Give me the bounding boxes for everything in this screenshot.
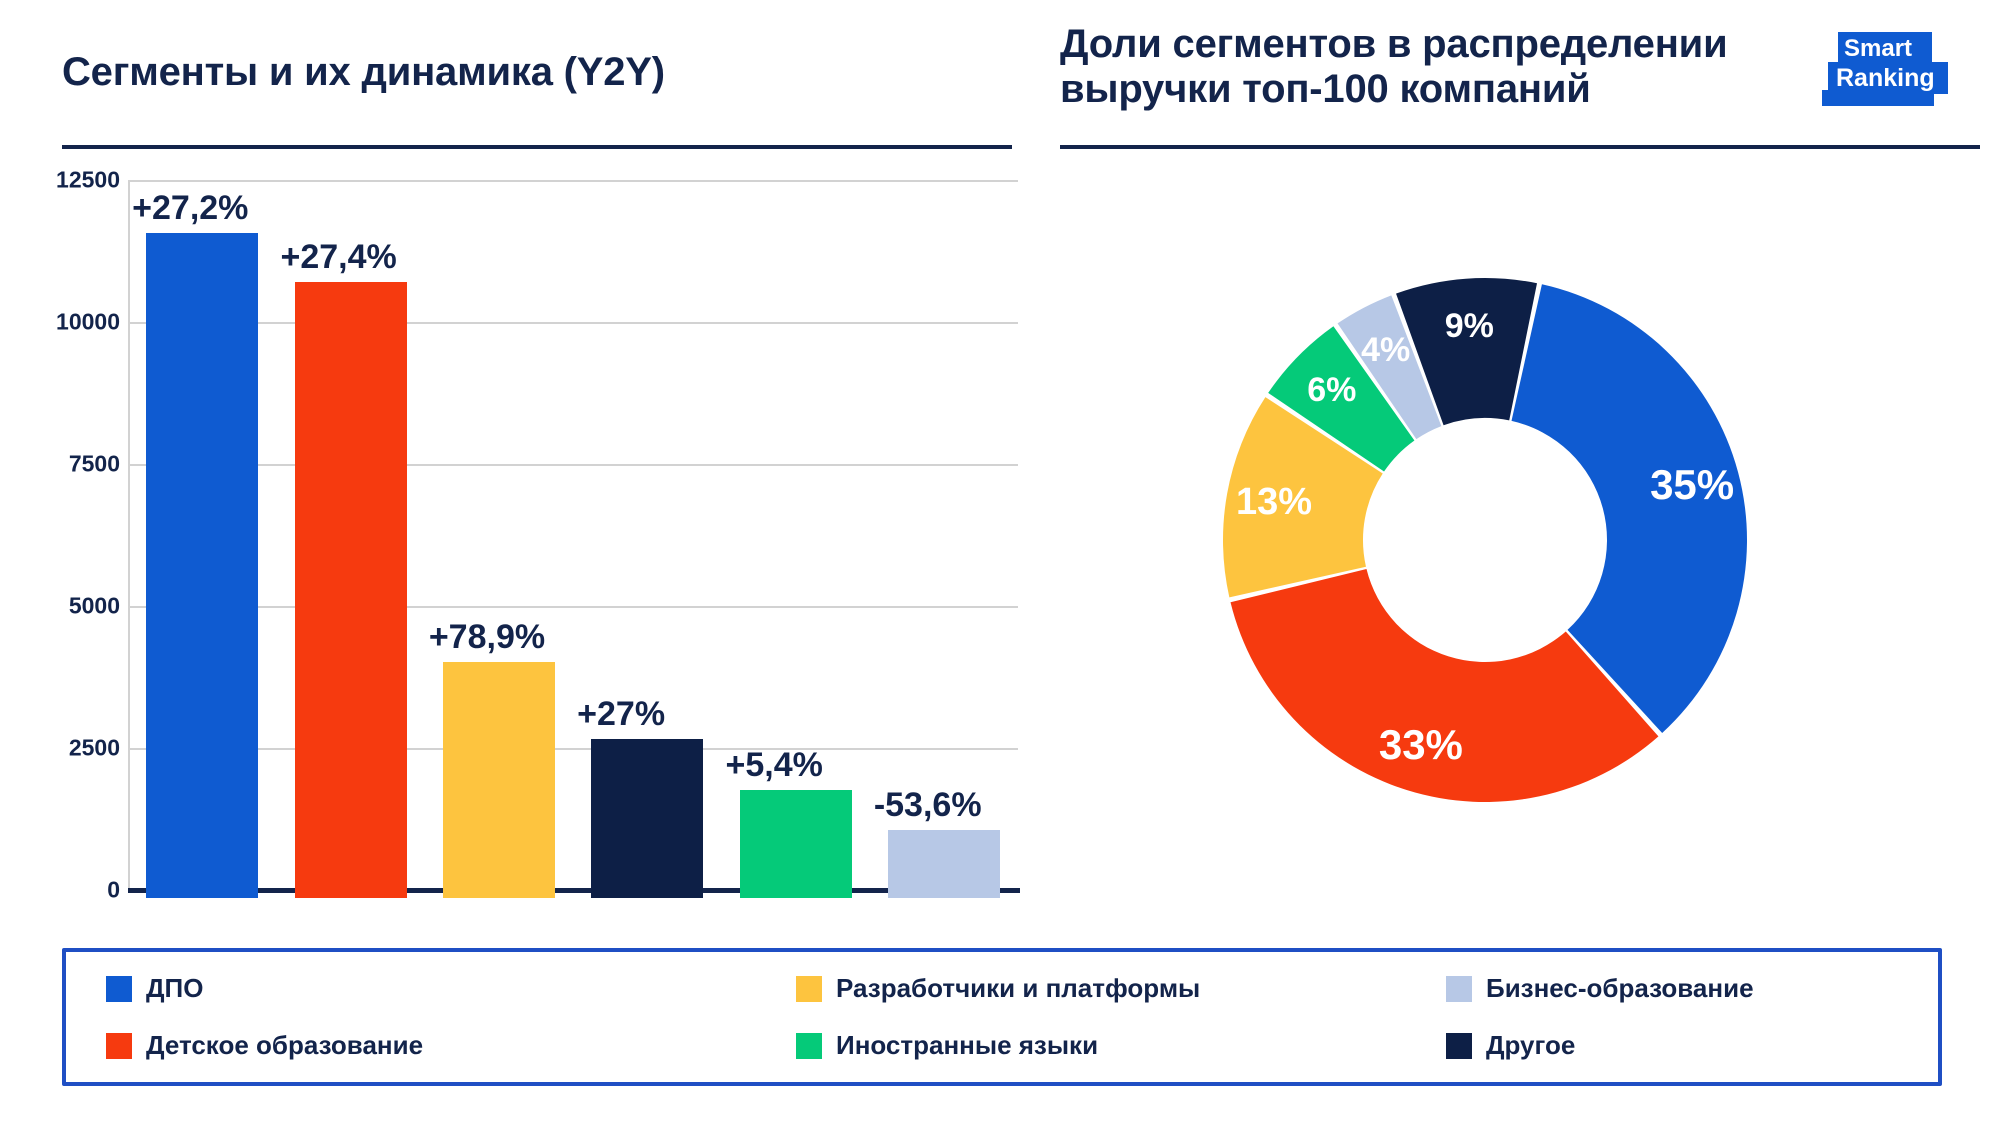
donut-slice-label: 6% (1307, 371, 1356, 409)
donut-chart: 35% 33% 13% 6% 4% 9% (1195, 250, 1775, 830)
donut-slice-label: 4% (1361, 331, 1410, 369)
legend-item-label: Бизнес-образование (1486, 973, 1754, 1003)
bar-value-label: +27% (577, 694, 666, 733)
y-axis-tick: 2500 (68, 734, 120, 761)
logo-block-top (1838, 32, 1932, 66)
y-axis-tick: 5000 (68, 592, 120, 619)
legend-swatch-icon (1446, 1032, 1472, 1059)
legend-swatch-icon (106, 975, 132, 1002)
donut-slice-4[interactable] (1268, 326, 1415, 472)
legend-swatch-icon (796, 975, 822, 1002)
legend-item-label: Детское образование (146, 1030, 424, 1060)
title-divider-left (62, 145, 1012, 149)
legend-item[interactable]: Другое (1446, 1030, 1906, 1061)
bar-value-label: +5,4% (725, 746, 823, 785)
y-axis-tick: 12500 (56, 166, 120, 193)
left-panel-header: Сегменты и их динамика (Y2Y) (62, 50, 1012, 107)
bar-2[interactable] (294, 281, 407, 898)
gridline (128, 606, 1018, 608)
legend-item[interactable]: Детское образование (106, 1030, 796, 1061)
donut-slice-label: 13% (1236, 481, 1312, 523)
logo-text-smart: Smart (1844, 35, 1913, 62)
donut-slice-label: 9% (1445, 307, 1494, 345)
legend-column-2: Разработчики и платформы Иностранные язык… (796, 973, 1446, 1061)
title-divider-right (1060, 145, 1980, 149)
bar-value-label: -53,6% (873, 785, 982, 824)
legend-item[interactable]: ДПО (106, 973, 796, 1004)
legend-item[interactable]: Иностранные языки (796, 1030, 1446, 1061)
smart-ranking-logo: Smart Ranking (1822, 32, 1948, 106)
y-axis-tick: 10000 (56, 308, 120, 335)
page-title-left: Сегменты и их динамика (Y2Y) (62, 50, 665, 94)
legend-item-label: ДПО (146, 973, 204, 1003)
bar-value-label: +78,9% (428, 618, 546, 657)
bar-3[interactable] (442, 662, 555, 898)
legend-column-1: ДПО Детское образование (66, 973, 796, 1061)
bar-chart: 0 2500 5000 7500 10000 12500 +27,2% +27,4% +78,… (56, 167, 1022, 910)
bar-1[interactable] (146, 233, 259, 898)
legend-item[interactable]: Разработчики и платформы (796, 973, 1446, 1004)
legend-swatch-icon (106, 1032, 132, 1059)
donut-svg: 35% 33% 13% 6%4% 9% (1223, 278, 1747, 803)
y-axis-tick: 0 (107, 876, 120, 903)
gridline (128, 322, 1018, 324)
logo-block-middle (1828, 62, 1948, 94)
legend-swatch-icon (796, 1032, 822, 1059)
legend-column-3: Бизнес-образование Другое (1446, 973, 1906, 1061)
x-axis-line (128, 888, 1020, 893)
legend-item-label: Иностранные языки (836, 1030, 1099, 1060)
donut-slice-1[interactable] (1511, 284, 1747, 734)
logo-text-ranking: Ranking (1836, 64, 1935, 92)
bar-6[interactable] (887, 829, 1000, 898)
donut-slice-label: 33% (1379, 721, 1463, 768)
legend-swatch-icon (1446, 975, 1472, 1002)
page-title-right-line2: выручки топ-100 компаний (1060, 66, 1591, 111)
gridline (128, 748, 1018, 750)
y-axis-line (128, 180, 130, 890)
y-axis-tick: 7500 (68, 450, 120, 477)
bar-5[interactable] (739, 790, 852, 898)
page-title-right-line1: Доли сегментов в распределении (1060, 22, 1728, 66)
chart-legend: ДПО Детское образование Разработчики и пл… (62, 948, 1942, 1086)
legend-item[interactable]: Бизнес-образование (1446, 973, 1906, 1004)
bar-plot-area: +27,2% +27,4% +78,9% +27% +5,4% -53,6% (128, 180, 1018, 900)
right-panel-header: Доли сегментов в распределении выручки т… (1060, 22, 1760, 112)
gridline (128, 464, 1018, 466)
bar-4[interactable] (591, 738, 704, 898)
donut-slice-6[interactable] (1396, 278, 1538, 426)
donut-slice-5[interactable] (1337, 295, 1442, 440)
legend-item-label: Разработчики и платформы (836, 973, 1201, 1003)
logo-block-bottom (1822, 90, 1934, 106)
donut-slice-2[interactable] (1230, 568, 1659, 803)
bar-value-label: +27,4% (280, 237, 397, 276)
donut-slice-label: 35% (1650, 461, 1734, 508)
legend-item-label: Другое (1486, 1030, 1576, 1060)
gridline (128, 180, 1018, 182)
bar-value-label: +27,2% (132, 189, 249, 228)
donut-slice-3[interactable] (1223, 397, 1383, 598)
